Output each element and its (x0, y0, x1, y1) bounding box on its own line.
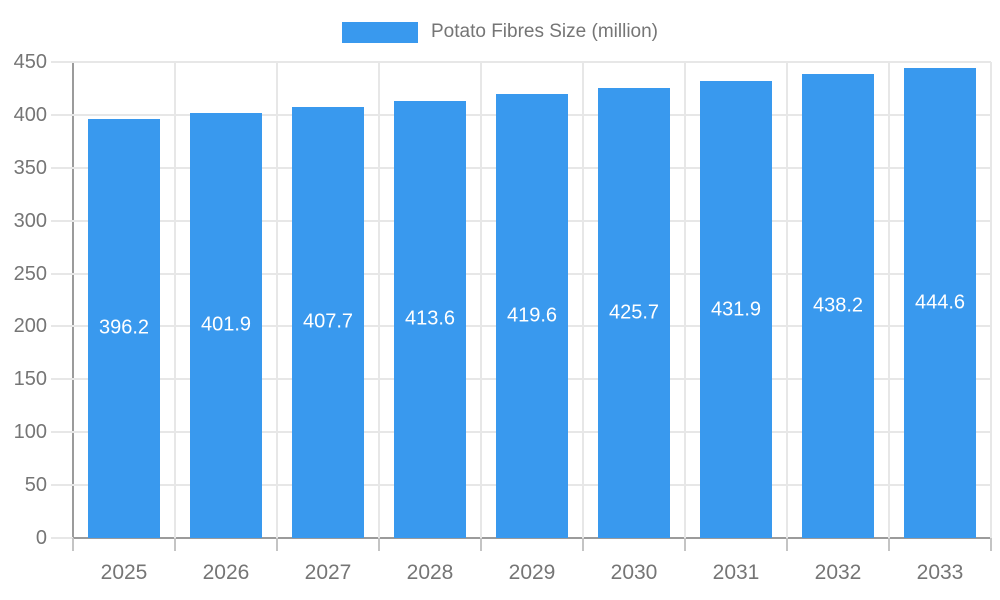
gridline-vertical (786, 62, 788, 538)
plot-area: 0 50 100 150 200 250 300 350 400 450 396.2 2025 401.… (14, 52, 992, 583)
y-tick-label: 200 (13, 315, 47, 338)
y-tick-label: 450 (13, 51, 47, 73)
x-axis-tick (377, 538, 380, 551)
gridline-vertical (276, 62, 278, 538)
y-axis-tick (51, 484, 73, 487)
gridline-vertical (377, 62, 380, 538)
x-tick-label: 2026 (202, 561, 250, 584)
x-axis-tick (683, 538, 686, 551)
y-tick-label: 300 (13, 209, 47, 232)
y-tick-label: 100 (13, 421, 47, 444)
y-axis-tick (51, 431, 73, 434)
gridline-vertical (990, 62, 992, 538)
x-axis-tick (174, 538, 176, 551)
gridline-vertical (582, 62, 584, 538)
bar[interactable]: 425.7 (597, 87, 670, 538)
bar-value-label: 419.6 (506, 304, 558, 327)
x-tick-label: 2029 (508, 561, 556, 584)
bar[interactable]: 401.9 (189, 112, 262, 538)
x-axis-tick (786, 538, 788, 551)
x-tick-label: 2030 (610, 561, 658, 584)
bar[interactable]: 396.2 (87, 118, 160, 538)
legend-item[interactable]: Potato Fibres Size (million) (0, 20, 1000, 44)
bar-value-label: 431.9 (710, 298, 762, 321)
bar[interactable]: 444.6 (903, 67, 976, 538)
y-tick-label: 150 (13, 368, 47, 391)
y-axis-tick (51, 272, 73, 275)
y-axis-tick (51, 61, 73, 63)
y-tick-label: 350 (13, 156, 47, 179)
y-axis-tick (51, 166, 73, 169)
y-axis-tick (51, 378, 73, 381)
bar[interactable]: 407.7 (291, 106, 364, 538)
x-axis-tick (582, 538, 584, 551)
y-axis-tick (51, 113, 73, 116)
y-tick-label: 50 (24, 474, 47, 497)
bar[interactable]: 413.6 (393, 100, 466, 538)
bar[interactable]: 438.2 (801, 74, 874, 538)
gridline-vertical (683, 62, 686, 538)
bar[interactable]: 431.9 (699, 81, 772, 538)
x-axis-line (73, 537, 991, 539)
bar-value-label: 396.2 (98, 316, 150, 339)
gridline-horizontal (73, 61, 991, 63)
bar-value-label: 413.6 (404, 307, 456, 330)
y-tick-label: 0 (35, 527, 47, 549)
y-axis-line (72, 62, 74, 551)
bar[interactable]: 419.6 (495, 94, 568, 538)
bar-value-label: 444.6 (914, 291, 966, 314)
legend-label: Potato Fibres Size (million) (430, 21, 659, 42)
y-axis-tick (51, 537, 73, 539)
y-tick-label: 400 (13, 103, 47, 126)
x-tick-label: 2031 (712, 561, 760, 584)
bar-value-label: 401.9 (200, 313, 252, 336)
y-axis-tick (51, 325, 73, 328)
x-axis-tick (276, 538, 278, 551)
bar-value-label: 425.7 (608, 301, 660, 324)
gridline-vertical (174, 62, 176, 538)
gridline-vertical (888, 62, 890, 538)
x-tick-label: 2027 (304, 561, 352, 584)
x-tick-label: 2028 (406, 561, 454, 584)
x-axis-tick (888, 538, 890, 551)
x-tick-label: 2033 (916, 561, 964, 584)
x-tick-label: 2025 (100, 561, 148, 584)
gridline-vertical (480, 62, 482, 538)
x-axis-tick (72, 538, 74, 551)
bar-value-label: 438.2 (812, 294, 864, 317)
x-axis-tick (990, 538, 992, 551)
x-tick-label: 2032 (814, 561, 862, 584)
legend-swatch-icon (341, 21, 418, 43)
y-tick-label: 250 (13, 262, 47, 285)
x-axis-tick (480, 538, 482, 551)
bar-value-label: 407.7 (302, 310, 354, 333)
y-axis-tick (51, 219, 73, 222)
